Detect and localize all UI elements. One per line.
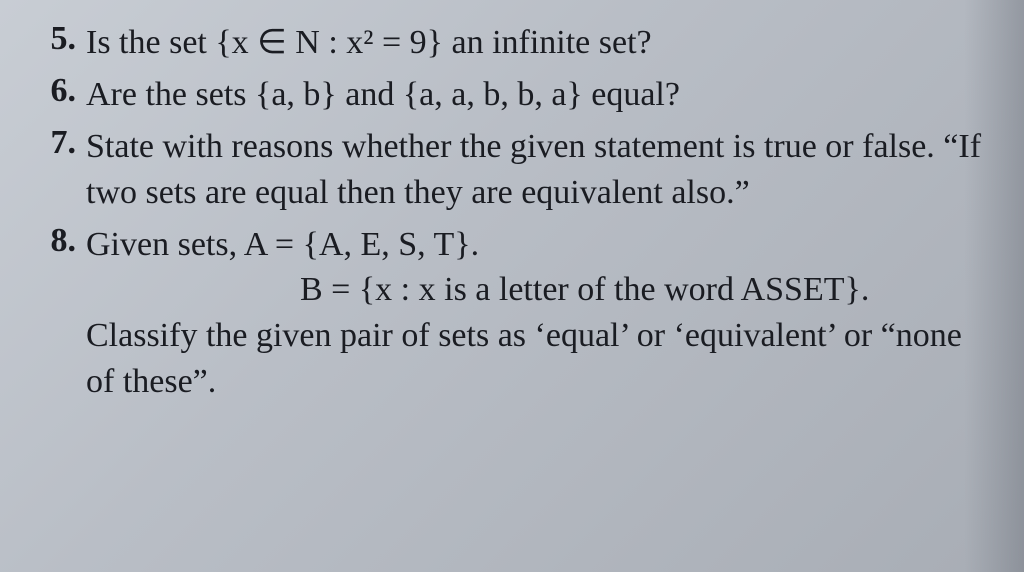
question-line: Classify the given pair of sets as ‘equa…	[86, 313, 996, 405]
question-item: 5. Is the set {x ∈ N : x² = 9} an infini…	[28, 20, 996, 66]
question-text: Given sets, A = {A, E, S, T}. B = {x : x…	[86, 222, 996, 406]
question-item: 7. State with reasons whether the given …	[28, 124, 996, 216]
question-number: 5.	[28, 20, 76, 58]
question-item: 6. Are the sets {a, b} and {a, a, b, b, …	[28, 72, 996, 118]
question-number: 8.	[28, 222, 76, 260]
question-number: 6.	[28, 72, 76, 110]
question-line: Are the sets {a, b} and {a, a, b, b, a} …	[86, 76, 680, 113]
question-text: Are the sets {a, b} and {a, a, b, b, a} …	[86, 72, 996, 118]
question-list: 5. Is the set {x ∈ N : x² = 9} an infini…	[28, 20, 996, 405]
question-line: State with reasons whether the given sta…	[86, 128, 981, 211]
question-item: 8. Given sets, A = {A, E, S, T}. B = {x …	[28, 222, 996, 406]
question-text: Is the set {x ∈ N : x² = 9} an infinite …	[86, 20, 996, 66]
question-line: Given sets, A = {A, E, S, T}.	[86, 222, 996, 268]
question-number: 7.	[28, 124, 76, 162]
question-line: Is the set {x ∈ N : x² = 9} an infinite …	[86, 24, 652, 61]
question-line: B = {x : x is a letter of the word ASSET…	[86, 267, 996, 313]
question-text: State with reasons whether the given sta…	[86, 124, 996, 216]
